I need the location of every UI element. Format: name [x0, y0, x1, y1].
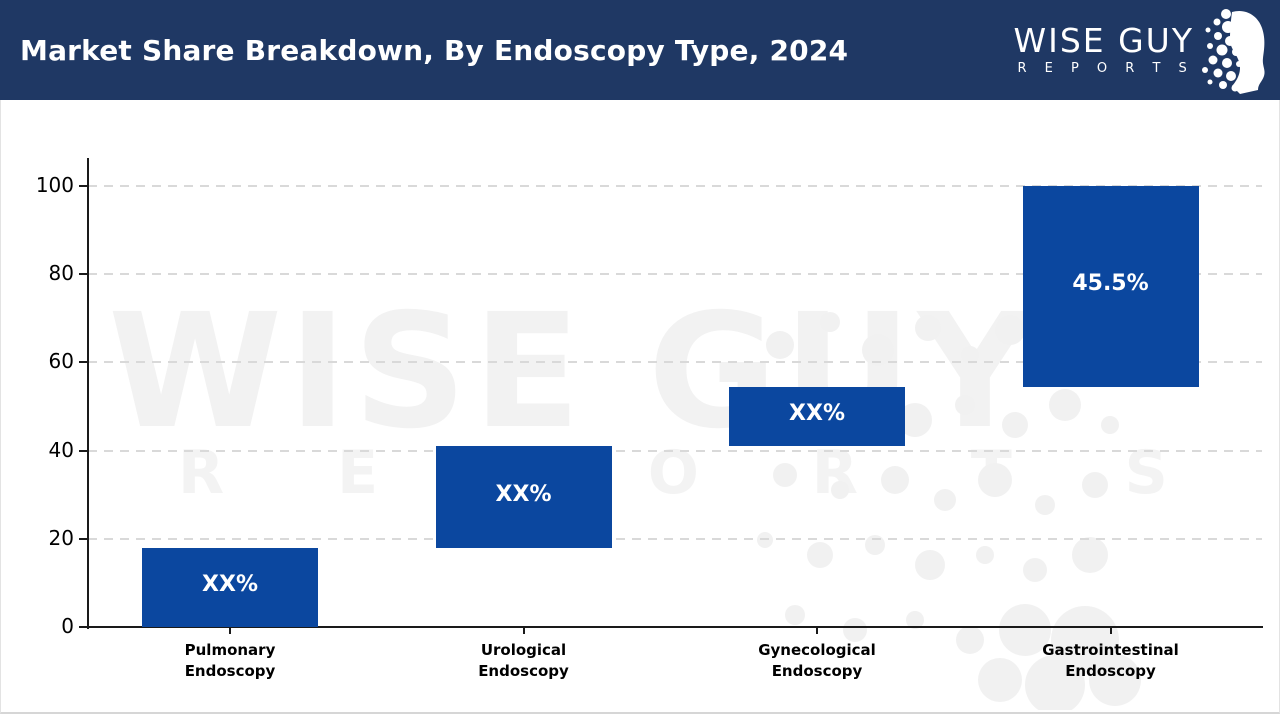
y-axis-tick: [79, 273, 87, 276]
x-axis-tick: [1109, 628, 1112, 634]
x-axis-tick: [522, 628, 525, 634]
bar: [1022, 186, 1199, 387]
y-axis-tick-label: 40: [48, 437, 74, 462]
gridline: [88, 361, 1262, 364]
y-axis-tick: [79, 361, 87, 364]
header-bar: Market Share Breakdown, By Endoscopy Typ…: [0, 0, 1280, 100]
y-axis-tick-label: 0: [61, 614, 74, 638]
y-axis-tick-label: 100: [35, 173, 74, 197]
x-axis-category-label: Gynecological Endoscopy: [758, 641, 876, 680]
y-axis-tick: [79, 537, 87, 540]
page-title: Market Share Breakdown, By Endoscopy Typ…: [20, 33, 849, 67]
gridline: [88, 273, 1262, 276]
x-axis-category-label: Urological Endoscopy: [478, 641, 569, 680]
y-axis-tick: [79, 626, 87, 628]
watermark-head-dots: [751, 312, 1141, 710]
brand-logo-text: WISE GUY R E P O R T S: [1013, 21, 1194, 77]
y-axis-tick-label: 80: [48, 261, 74, 286]
y-axis-tick-label: 20: [48, 525, 74, 550]
gridline: [88, 537, 1262, 540]
y-axis-line: [87, 158, 89, 629]
footer-strip: [0, 716, 1280, 720]
brand-name: WISE GUY: [1013, 21, 1194, 60]
bar: [729, 386, 905, 447]
x-axis-tick: [816, 628, 818, 634]
wise-guy-head-icon: [1202, 9, 1265, 94]
y-axis-tick-label: 60: [48, 349, 74, 374]
y-axis-tick: [79, 185, 87, 187]
x-axis-tick: [229, 628, 231, 634]
x-axis-category-label: Pulmonary Endoscopy: [184, 641, 276, 680]
gridline: [88, 185, 1262, 187]
y-axis-tick: [79, 449, 87, 452]
bar: [435, 446, 612, 548]
bar-value-label: XX%: [789, 401, 845, 427]
x-axis-line: [87, 626, 1263, 628]
gridline: [88, 449, 1262, 452]
brand-subtitle: R E P O R T S: [1017, 61, 1194, 76]
bar-value-label: 45.5%: [1072, 271, 1149, 297]
bar-value-label: XX%: [495, 481, 552, 507]
brand-logo: WISE GUY R E P O R T S: [1013, 6, 1266, 94]
bar: [142, 547, 318, 627]
bar-value-label: XX%: [202, 572, 258, 598]
x-axis-category-label: Gastrointestinal Endoscopy: [1042, 641, 1179, 680]
